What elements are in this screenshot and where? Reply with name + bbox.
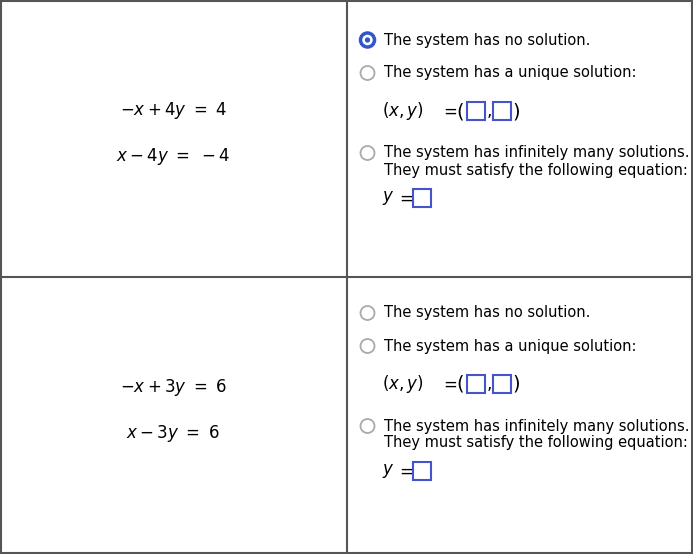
Circle shape (365, 37, 370, 43)
Text: The system has a unique solution:: The system has a unique solution: (385, 338, 637, 353)
Circle shape (360, 306, 374, 320)
Bar (466, 375, 484, 393)
Text: They must satisfy the following equation:: They must satisfy the following equation… (385, 162, 688, 177)
Text: They must satisfy the following equation:: They must satisfy the following equation… (385, 435, 688, 450)
Text: $($: $($ (457, 100, 464, 121)
Text: $-x + 3y \ = \ 6$: $-x + 3y \ = \ 6$ (120, 377, 227, 398)
Text: $x - 4y \ = \ -4$: $x - 4y \ = \ -4$ (116, 146, 230, 167)
Text: $=$: $=$ (396, 462, 414, 480)
Text: The system has infinitely many solutions.: The system has infinitely many solutions… (385, 146, 690, 161)
Text: The system has no solution.: The system has no solution. (385, 33, 591, 48)
Circle shape (360, 419, 374, 433)
Text: $(x, y)$: $(x, y)$ (383, 373, 424, 395)
Bar (412, 189, 430, 207)
Bar (493, 102, 511, 120)
Circle shape (360, 33, 374, 47)
Text: $(x, y)$: $(x, y)$ (383, 100, 424, 122)
Text: $=$: $=$ (441, 102, 458, 120)
Text: The system has a unique solution:: The system has a unique solution: (385, 65, 637, 80)
Circle shape (360, 146, 374, 160)
Text: $,$: $,$ (486, 102, 491, 120)
Bar (493, 375, 511, 393)
Circle shape (360, 66, 374, 80)
Circle shape (360, 339, 374, 353)
Text: $x - 3y \ = \ 6$: $x - 3y \ = \ 6$ (126, 423, 220, 444)
Text: $y$: $y$ (383, 189, 395, 207)
Text: $-x + 4y \ = \ 4$: $-x + 4y \ = \ 4$ (120, 100, 227, 121)
Bar (466, 102, 484, 120)
Bar (412, 462, 430, 480)
Text: $=$: $=$ (396, 189, 414, 207)
Text: $($: $($ (457, 373, 464, 394)
Text: The system has infinitely many solutions.: The system has infinitely many solutions… (385, 418, 690, 433)
Text: The system has no solution.: The system has no solution. (385, 305, 591, 321)
Text: $)$: $)$ (511, 100, 520, 121)
Text: $,$: $,$ (486, 375, 491, 393)
Text: $=$: $=$ (441, 375, 458, 393)
Text: $)$: $)$ (511, 373, 520, 394)
Text: $y$: $y$ (383, 462, 395, 480)
